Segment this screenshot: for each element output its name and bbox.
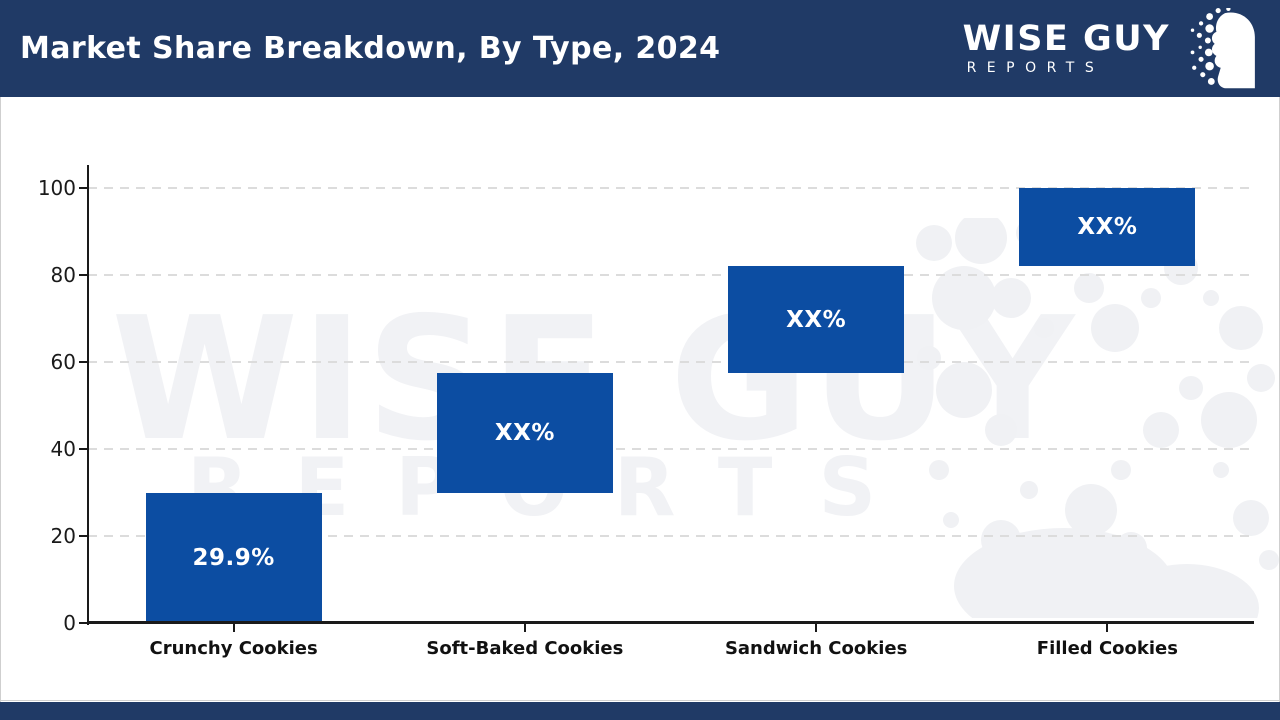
footer-bar	[0, 702, 1280, 720]
brand-face-icon	[1190, 7, 1255, 88]
brand-logo-text: WISE GUY REPORTS	[962, 18, 1170, 77]
brand-logo: WISE GUY REPORTS	[962, 7, 1266, 90]
watermark-reports: REPORTS	[187, 441, 923, 534]
watermark-wordmark: WISE GUY	[111, 281, 1077, 479]
chart-canvas: WISE GUY REPORTS	[0, 97, 1280, 702]
bottom-border	[0, 700, 1280, 701]
brand-subtitle: REPORTS	[966, 60, 1105, 77]
header-bar: Market Share Breakdown, By Type, 2024 WI…	[0, 0, 1280, 97]
page-title: Market Share Breakdown, By Type, 2024	[20, 31, 721, 66]
watermark-face-dots-icon	[916, 218, 1279, 618]
brand-name: WISE GUY	[962, 18, 1170, 59]
